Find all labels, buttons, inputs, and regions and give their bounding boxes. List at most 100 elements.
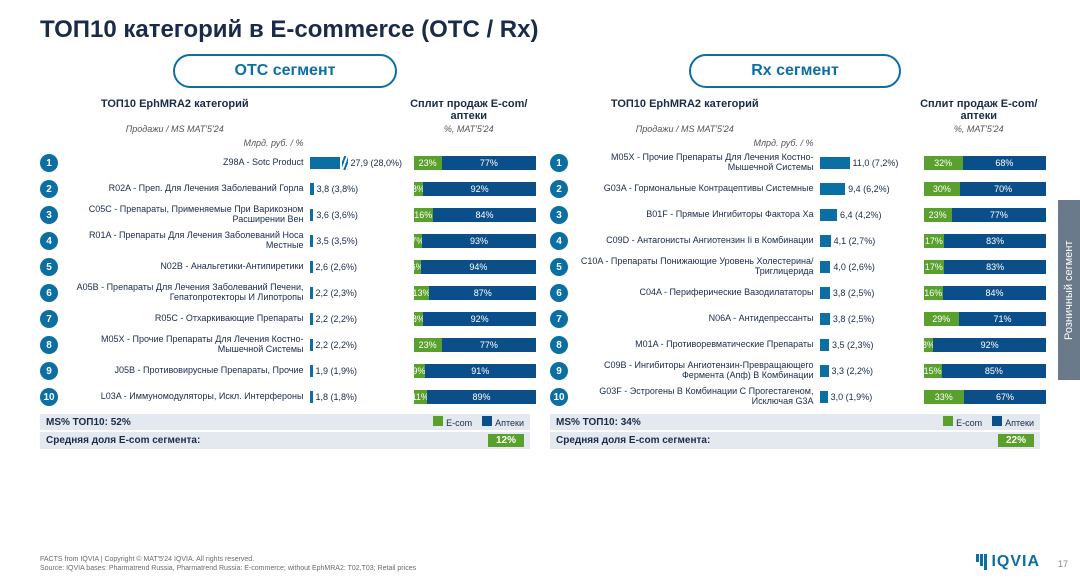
rx-rows: 1M05X - Прочие Препараты Для Лечения Кос…	[550, 150, 1040, 410]
table-row: 7R05C - Отхаркивающие Препараты2,2 (2,2%…	[40, 306, 530, 332]
otc-segment: OTC сегмент ТОП10 EphMRA2 категорий Спли…	[40, 54, 530, 451]
category-label: R05C - Отхаркивающие Препараты	[62, 314, 310, 324]
category-label: Z98A - Sotc Product	[62, 158, 310, 168]
table-row: 1M05X - Прочие Препараты Для Лечения Кос…	[550, 150, 1040, 176]
category-label: N02B - Анальгетики-Антипиретики	[62, 262, 310, 272]
table-row: 2 G03A - Гормональные Контрацептивы Систе…	[550, 176, 1040, 202]
rank-badge: 4	[550, 232, 568, 250]
rank-badge: 3	[550, 206, 568, 224]
value-bar-cell: 9,4 (6,2%)	[820, 183, 918, 195]
value-bar-cell: 2,2 (2,2%)	[310, 313, 408, 325]
rx-col-split-sub: %, MAT'5'24	[918, 124, 1041, 134]
footnote: FACTS from IQVIA | Copyright © MAT'5'24 …	[40, 556, 416, 573]
table-row: 8 M01A - Противоревматические Препараты3,…	[550, 332, 1040, 358]
split-bar: 17%83%	[924, 260, 1047, 274]
split-bar: 8%92%	[414, 182, 537, 196]
legend: E-com Аптеки	[943, 416, 1034, 428]
rank-badge: 2	[40, 180, 58, 198]
table-row: 4C09D - Антагонисты Ангиотензин Ii в Ком…	[550, 228, 1040, 254]
rank-badge: 3	[40, 206, 58, 224]
category-label: L03A - Иммуномодуляторы, Искл. Интерферо…	[62, 392, 310, 402]
table-row: 7N06A - Антидепрессанты3,8 (2,5%)29%71%	[550, 306, 1040, 332]
value-bar-cell: 3,0 (1,9%)	[820, 391, 918, 403]
page-number: 17	[1058, 559, 1068, 569]
value-bar-cell: 6,4 (4,2%)	[820, 209, 918, 221]
value-bar-cell: 2,6 (2,6%)	[310, 261, 408, 273]
table-row: 2 R02A - Преп. Для Лечения Заболеваний Го…	[40, 176, 530, 202]
rank-badge: 5	[550, 258, 568, 276]
table-row: 6 C04A - Периферические Вазодилататоры3,8…	[550, 280, 1040, 306]
table-row: 6A05B - Препараты Для Лечения Заболевани…	[40, 280, 530, 306]
category-label: B01F - Прямые Ингибиторы Фактора Xa	[572, 210, 820, 220]
rank-badge: 10	[550, 388, 568, 406]
rank-badge: 8	[550, 336, 568, 354]
category-label: M05X - Прочие Препараты Для Лечения Кост…	[62, 335, 310, 355]
split-bar: 29%71%	[924, 312, 1047, 326]
table-row: 10 L03A - Иммуномодуляторы, Искл. Интерфе…	[40, 384, 530, 410]
split-bar: 17%83%	[924, 234, 1047, 248]
rx-col-split: Сплит продаж E-com/аптеки	[918, 98, 1041, 122]
rx-col-label: ТОП10 EphMRA2 категорий	[550, 98, 820, 122]
category-label: C09B - Ингибиторы Ангиотензин-Превращающ…	[572, 361, 820, 381]
rank-badge: 8	[40, 336, 58, 354]
category-label: C04A - Периферические Вазодилататоры	[572, 288, 820, 298]
rx-col-label-sub: Продажи / MS MAT'5'24	[550, 124, 820, 134]
table-row: 9J05B - Противовирусные Препараты, Прочи…	[40, 358, 530, 384]
split-bar: 23%77%	[414, 156, 537, 170]
category-label: G03A - Гормональные Контрацептивы Систем…	[572, 184, 820, 194]
rank-badge: 5	[40, 258, 58, 276]
rx-avg-value: 22%	[998, 434, 1034, 447]
rank-badge: 4	[40, 232, 58, 250]
table-row: 4R01A - Препараты Для Лечения Заболевани…	[40, 228, 530, 254]
otc-rows: 1Z98A - Sotc Product27,9 (28,0%)23%77%2R…	[40, 150, 530, 410]
otc-unit: Млрд. руб. / %	[40, 138, 310, 148]
category-label: N06A - Антидепрессанты	[572, 314, 820, 324]
rank-badge: 9	[550, 362, 568, 380]
category-label: A05B - Препараты Для Лечения Заболеваний…	[62, 283, 310, 303]
category-label: R02A - Преп. Для Лечения Заболеваний Гор…	[62, 184, 310, 194]
value-bar-cell: 1,9 (1,9%)	[310, 365, 408, 377]
split-bar: 16%84%	[414, 208, 537, 222]
otc-pill: OTC сегмент	[173, 54, 398, 88]
category-label: C05C - Препараты, Применяемые При Варико…	[62, 205, 310, 225]
category-label: R01A - Препараты Для Лечения Заболеваний…	[62, 231, 310, 251]
category-label: G03F - Эстрогены В Комбинации С Прогеста…	[572, 387, 820, 407]
table-row: 5 N02B - Анальгетики-Антипиретики2,6 (2,6…	[40, 254, 530, 280]
split-bar: 6%94%	[414, 260, 537, 274]
rx-avg-label: Средняя доля E-com сегмента:	[556, 435, 710, 446]
value-bar-cell: 3,8 (3,8%)	[310, 183, 408, 195]
table-row: 10G03F - Эстрогены В Комбинации С Прогес…	[550, 384, 1040, 410]
value-bar-cell: 4,1 (2,7%)	[820, 235, 918, 247]
value-bar-cell: 3,5 (2,3%)	[820, 339, 918, 351]
side-tab: Розничный сегмент	[1058, 200, 1080, 380]
value-bar-cell: 2,2 (2,3%)	[310, 287, 408, 299]
split-bar: 16%84%	[924, 286, 1047, 300]
category-label: M05X - Прочие Препараты Для Лечения Кост…	[572, 153, 820, 173]
rx-unit: Млрд. руб. / %	[550, 138, 820, 148]
value-bar-cell: 3,6 (3,6%)	[310, 209, 408, 221]
value-bar-cell: 3,8 (2,5%)	[820, 313, 918, 325]
rank-badge: 7	[550, 310, 568, 328]
split-bar: 8%92%	[924, 338, 1047, 352]
category-label: M01A - Противоревматические Препараты	[572, 340, 820, 350]
value-bar-cell: 11,0 (7,2%)	[820, 157, 918, 169]
rank-badge: 10	[40, 388, 58, 406]
rx-segment: Rx сегмент ТОП10 EphMRA2 категорий Сплит…	[550, 54, 1040, 451]
rank-badge: 1	[40, 154, 58, 172]
table-row: 9C09B - Ингибиторы Ангиотензин-Превращаю…	[550, 358, 1040, 384]
split-bar: 7%93%	[414, 234, 537, 248]
value-bar-cell: 3,5 (3,5%)	[310, 235, 408, 247]
rx-pill: Rx сегмент	[689, 54, 901, 88]
value-bar-cell: 3,3 (2,2%)	[820, 365, 918, 377]
split-bar: 11%89%	[414, 390, 537, 404]
table-row: 5C10A - Препараты Понижающие Уровень Хол…	[550, 254, 1040, 280]
otc-col-label: ТОП10 EphMRA2 категорий	[40, 98, 310, 122]
value-bar-cell: 3,8 (2,5%)	[820, 287, 918, 299]
rank-badge: 6	[550, 284, 568, 302]
split-bar: 15%85%	[924, 364, 1047, 378]
value-bar-cell: 4,0 (2,6%)	[820, 261, 918, 273]
otc-col-split: Сплит продаж E-com/аптеки	[408, 98, 531, 122]
rank-badge: 2	[550, 180, 568, 198]
rank-badge: 9	[40, 362, 58, 380]
segments-container: OTC сегмент ТОП10 EphMRA2 категорий Спли…	[0, 54, 1080, 451]
